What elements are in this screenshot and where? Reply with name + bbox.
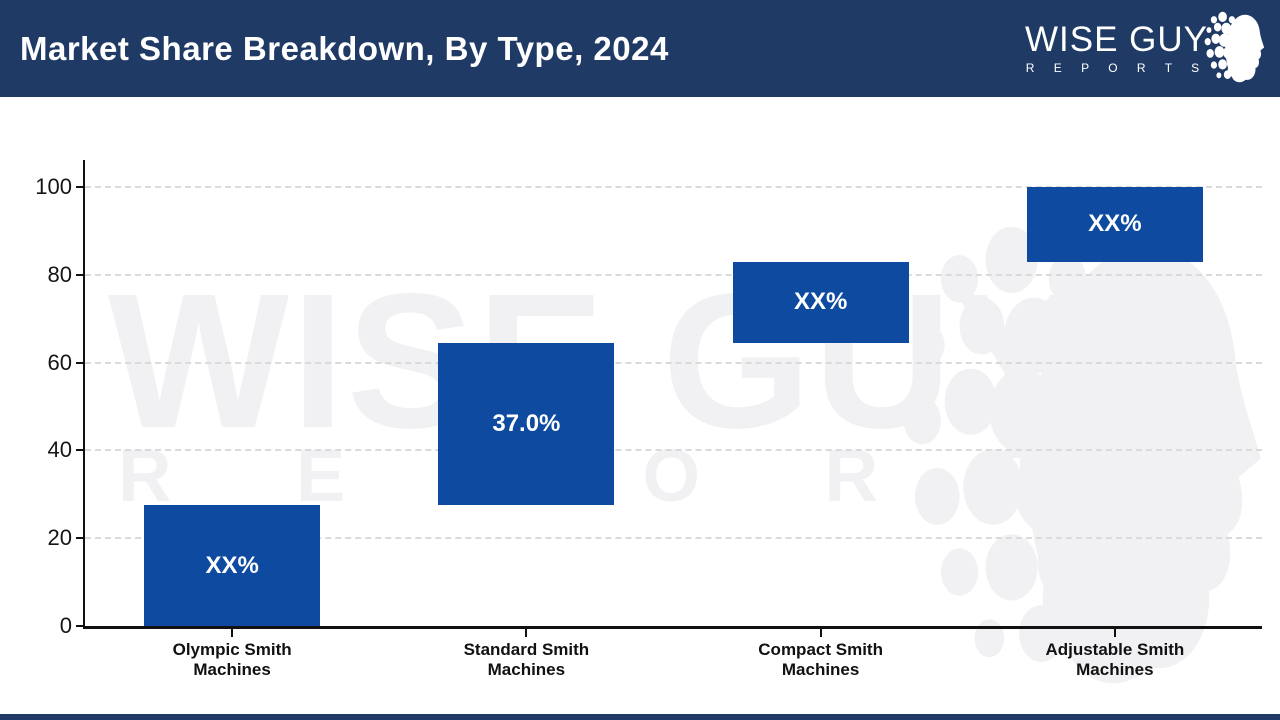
x-axis-line (83, 626, 1262, 629)
gridline (85, 361, 1262, 364)
logo-wordmark: WISE GUY (1024, 20, 1208, 59)
gridline (85, 449, 1262, 452)
x-tick-mark (231, 629, 234, 637)
y-tick-mark (76, 537, 84, 540)
x-tick-mark (1113, 629, 1116, 637)
wise-guy-logo: WISE GUY R E P O R T S (1016, 6, 1266, 92)
bar-value-label: 37.0% (492, 410, 561, 438)
y-tick-label: 40 (47, 437, 72, 463)
category-label: Compact Smith Machines (758, 640, 883, 679)
bar-value-label: XX% (793, 288, 848, 316)
chart-title: Market Share Breakdown, By Type, 2024 (20, 29, 669, 67)
category-label: Standard Smith Machines (463, 640, 590, 679)
y-tick-label: 80 (47, 261, 72, 287)
gridline (85, 537, 1262, 540)
y-tick-label: 0 (59, 613, 72, 638)
category-label: Olympic Smith Machines (172, 640, 292, 679)
y-tick-mark (76, 625, 84, 627)
header-bar: Market Share Breakdown, By Type, 2024 WI… (0, 0, 1280, 97)
logo-subtitle: R E P O R T S (1025, 61, 1208, 75)
bar-segment (144, 505, 321, 626)
bar-value-label: XX% (1088, 210, 1142, 238)
bar-segment (732, 261, 909, 343)
x-tick-mark (525, 629, 528, 637)
y-tick-mark (76, 449, 84, 452)
y-tick-mark (76, 273, 84, 276)
y-tick-mark (76, 186, 84, 188)
logo-text: WISE GUY R E P O R T S (1025, 22, 1208, 76)
x-tick-mark (819, 629, 822, 637)
y-axis-line (83, 160, 85, 628)
bar-chart: 0 20 40 60 80 100 XX% Olympic Smith Machines 37.… (0, 97, 1280, 714)
gridline (85, 186, 1262, 188)
logo-face-icon (1204, 11, 1265, 83)
bar-segment (438, 342, 615, 506)
y-tick-label: 100 (35, 174, 72, 199)
category-label: Adjustable Smith Machines (1045, 640, 1185, 679)
bar-value-label: XX% (205, 551, 259, 579)
footer-bar (0, 714, 1280, 720)
y-tick-mark (76, 361, 84, 364)
y-tick-label: 60 (47, 349, 72, 375)
gridline (85, 273, 1262, 276)
y-tick-label: 20 (47, 525, 72, 551)
plot-area: WISE GUY R E P O R T S 0 20 40 60 80 100 XX% Ol… (0, 97, 1280, 714)
